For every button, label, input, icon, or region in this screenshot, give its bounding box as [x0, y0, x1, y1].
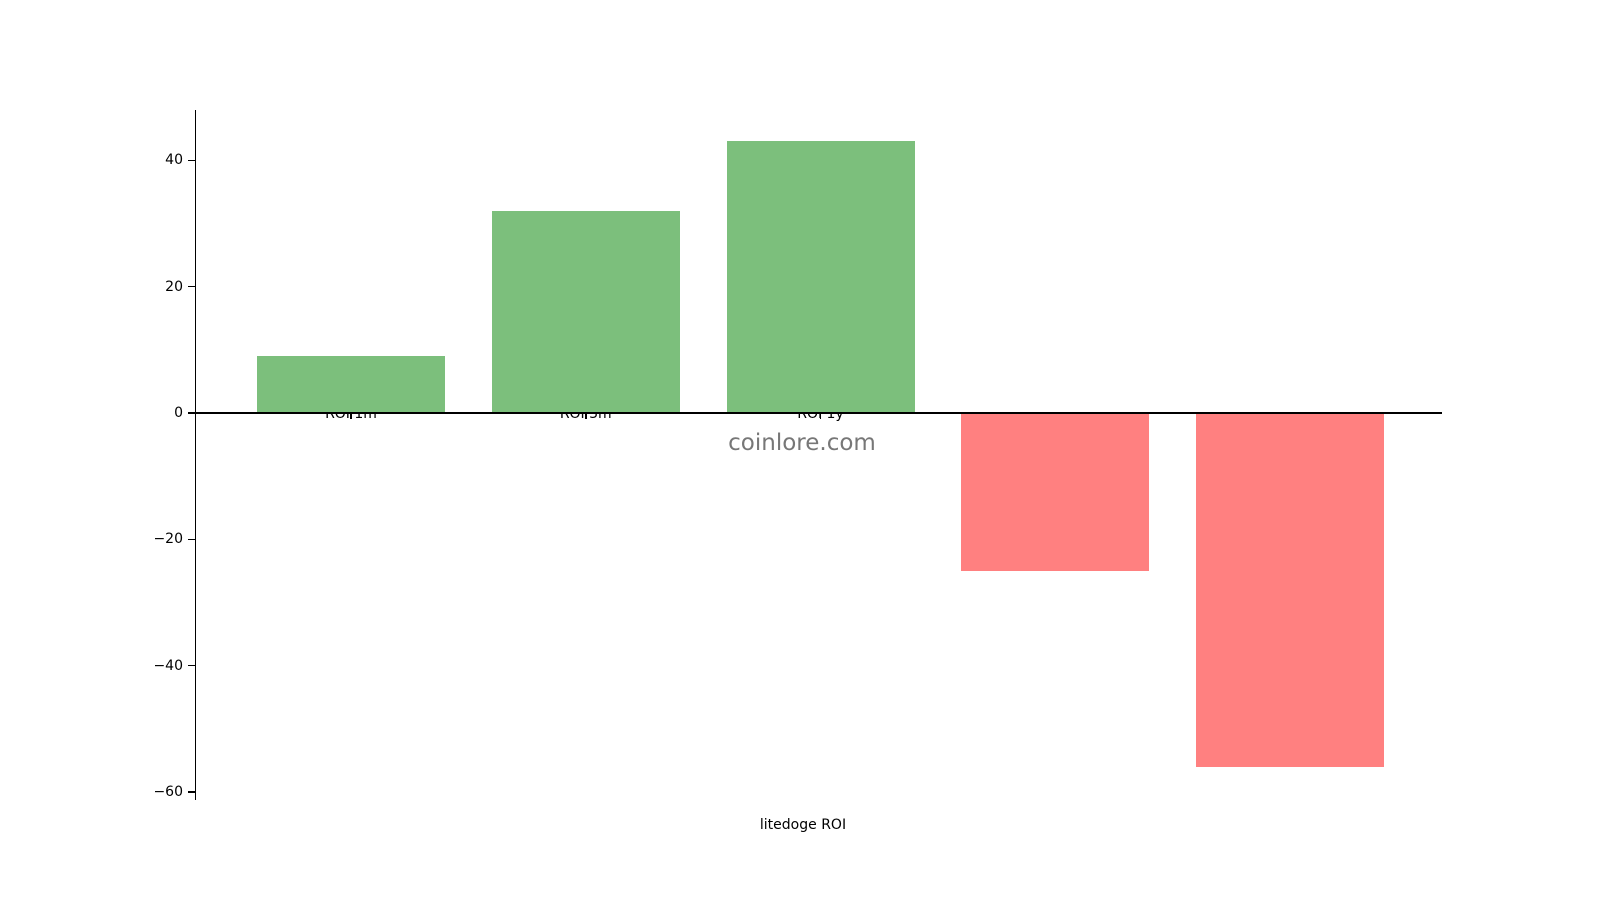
- bar-roi-1m: [257, 356, 445, 413]
- y-tick-label: −20: [153, 531, 183, 548]
- bar-roi-3m: [491, 210, 680, 413]
- chart-title: litedoge ROI: [759, 817, 847, 833]
- x-tick-mark: [350, 413, 352, 419]
- y-tick-mark: [187, 791, 195, 793]
- watermark-text: coinlore.com: [728, 430, 876, 456]
- bar-roi-1y: [726, 141, 915, 413]
- y-tick-mark: [187, 159, 195, 162]
- y-tick-mark: [187, 412, 195, 414]
- y-tick-label: 20: [165, 278, 183, 295]
- y-tick-label: 0: [174, 405, 183, 421]
- bar-unlabeled-3: [961, 413, 1150, 571]
- y-tick-label: −40: [153, 657, 183, 674]
- y-tick-mark: [187, 538, 195, 541]
- bar-unlabeled-4: [1196, 413, 1384, 767]
- x-tick-mark: [819, 413, 822, 419]
- y-tick-mark: [187, 285, 195, 288]
- y-tick-mark: [187, 664, 195, 667]
- y-axis-spine: [194, 110, 196, 800]
- zero-baseline: [196, 412, 1442, 414]
- y-tick-label: −60: [153, 783, 183, 800]
- y-tick-label: 40: [165, 152, 183, 169]
- x-tick-mark: [585, 413, 587, 419]
